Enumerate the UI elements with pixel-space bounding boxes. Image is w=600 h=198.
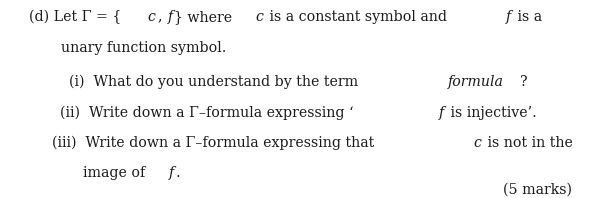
Text: f: f [167,10,173,24]
Text: f: f [506,10,511,24]
Text: unary function symbol.: unary function symbol. [61,41,227,55]
Text: image of: image of [83,166,149,180]
Text: is injective’.: is injective’. [446,106,536,120]
Text: (i)  What do you understand by the term: (i) What do you understand by the term [69,75,362,89]
Text: f: f [169,166,174,180]
Text: } where: } where [174,10,237,24]
Text: is a: is a [512,10,542,24]
Text: formula: formula [448,75,504,89]
Text: c: c [473,136,481,150]
Text: ,: , [158,10,166,24]
Text: f: f [439,106,444,120]
Text: (ii)  Write down a Γ–formula expressing ‘: (ii) Write down a Γ–formula expressing ‘ [60,105,353,120]
Text: (iii)  Write down a Γ–formula expressing that: (iii) Write down a Γ–formula expressing … [52,135,379,150]
Text: c: c [255,10,263,24]
Text: (d) Let Γ = {: (d) Let Γ = { [29,10,121,24]
Text: c: c [148,10,156,24]
Text: (5 marks): (5 marks) [503,183,572,197]
Text: .: . [176,166,181,180]
Text: is not in the: is not in the [484,136,573,150]
Text: is a constant symbol and: is a constant symbol and [265,10,452,24]
Text: ?: ? [520,75,527,89]
